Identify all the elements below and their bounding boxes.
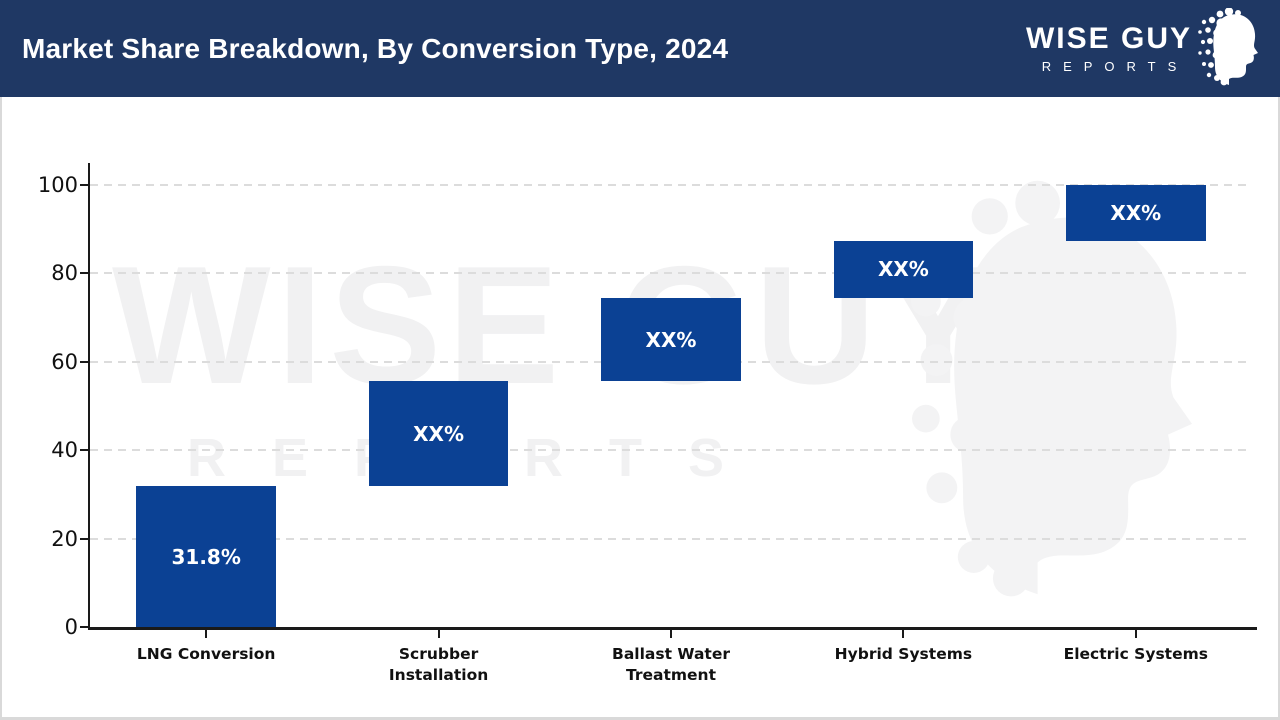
plot-region: 31.8% XX% XX% XX% XX% [90, 163, 1252, 627]
x-category-label-3: Hybrid Systems [834, 645, 973, 663]
y-tick-mark-40 [80, 449, 89, 452]
header-banner: Market Share Breakdown, By Conversion Ty… [0, 0, 1280, 97]
y-tick-mark-0 [80, 626, 89, 628]
y-tick-mark-20 [80, 537, 89, 540]
logo-subtitle: REPORTS [1041, 58, 1189, 74]
bar-value-label: XX% [413, 421, 465, 446]
x-category-label-2: Ballast Water Treatment [612, 645, 730, 684]
face-profile-icon [1196, 6, 1258, 90]
gridline-80 [90, 272, 1252, 275]
x-axis-spine [88, 627, 1257, 630]
bar-value-label: XX% [1110, 200, 1162, 225]
chart-area: WISE GUY REPORTS 31.8%XX%XX%XX%XX% 02040… [0, 97, 1280, 720]
bar-value-label: XX% [645, 327, 697, 352]
gridline-100 [90, 184, 1252, 187]
x-tick-mark-2 [670, 630, 672, 638]
x-category-label-4: Electric Systems [1063, 645, 1208, 663]
x-tick-mark-4 [1134, 630, 1137, 638]
logo-text: WISE GUY REPORTS [1025, 21, 1192, 74]
bar-value-label: 31.8% [171, 544, 241, 569]
y-tick-mark-60 [80, 360, 89, 363]
gridline-40 [90, 449, 1252, 452]
y-tick-mark-100 [80, 184, 89, 187]
logo-wordmark: WISE GUY [1025, 21, 1192, 55]
y-tick-mark-80 [80, 272, 89, 275]
bar-2: XX% [601, 298, 741, 382]
bar-value-label: XX% [877, 257, 929, 282]
y-axis-spine [88, 163, 90, 629]
wise-guy-logo: WISE GUY REPORTS [1025, 6, 1258, 90]
page-title: Market Share Breakdown, By Conversion Ty… [22, 32, 729, 64]
y-tick-label-40: 40 [51, 438, 78, 463]
x-tick-mark-1 [437, 630, 440, 638]
x-category-label-0: LNG Conversion [136, 645, 276, 663]
x-tick-mark-3 [902, 630, 905, 638]
y-tick-label-60: 60 [51, 349, 78, 374]
bar-4: XX% [1066, 185, 1206, 241]
bar-3: XX% [833, 240, 974, 299]
y-tick-label-20: 20 [51, 526, 78, 551]
bar-1: XX% [368, 381, 509, 487]
bar-0: 31.8% [136, 486, 276, 627]
y-tick-label-0: 0 [64, 615, 78, 639]
gridline-20 [90, 537, 1252, 540]
x-category-label-1: Scrubber Installation [388, 645, 489, 684]
x-tick-mark-0 [205, 630, 208, 638]
y-tick-label-100: 100 [37, 173, 78, 198]
y-tick-label-80: 80 [51, 261, 78, 286]
